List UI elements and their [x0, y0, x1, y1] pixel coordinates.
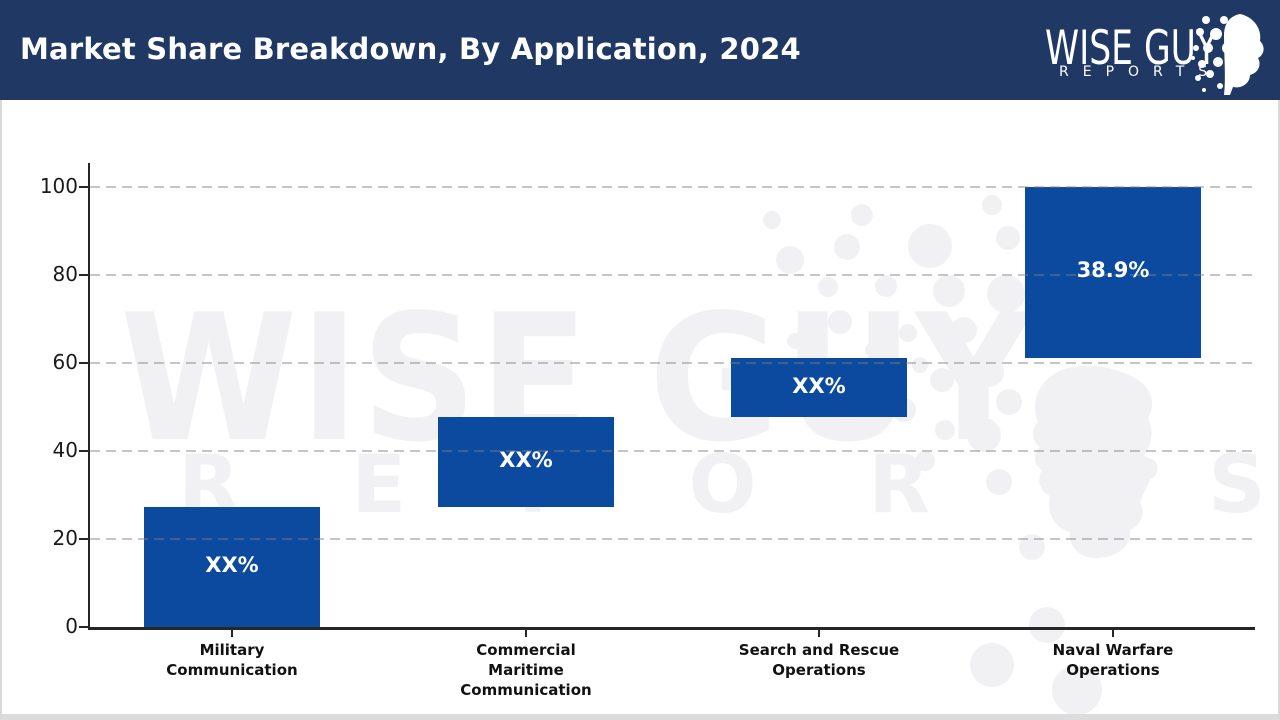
y-axis-tick-mark: [79, 449, 90, 452]
bar-naval-warfare-operations: [1025, 186, 1201, 359]
x-axis-tick-mark: [525, 627, 527, 637]
bar-value-label: XX%: [499, 448, 553, 473]
x-axis-tick-mark: [231, 627, 233, 637]
y-axis-tick-label: 40: [52, 437, 78, 462]
y-axis-tick-label: 20: [52, 525, 78, 550]
face-dots-icon: [1191, 14, 1264, 95]
logo-wordmark: WISE GUY: [1045, 20, 1218, 76]
gridline-80: [90, 273, 1255, 276]
y-axis-tick-mark: [79, 185, 90, 188]
x-axis-line: [88, 627, 1255, 630]
bar-military-communication: [144, 507, 320, 627]
logo-subtext: REPORTS: [1059, 64, 1222, 80]
watermark-face-dots-icon: [763, 195, 1158, 714]
chart-canvas: WISE GUY R E P O R T S 0 20 40 60 80 100 XX% Mi…: [0, 100, 1280, 720]
y-axis-tick-mark: [79, 273, 90, 276]
y-axis-tick-label: 0: [65, 614, 78, 638]
bar-value-label: XX%: [792, 373, 846, 398]
x-axis-category-label: Commercial Maritime Communication: [460, 641, 592, 699]
bar-value-label: 38.9%: [1076, 258, 1150, 283]
y-axis-tick-label: 100: [39, 173, 78, 198]
x-axis-category-label: Search and Rescue Operations: [738, 641, 900, 679]
wise-guy-reports-logo: WISE GUY REPORTS: [1003, 6, 1268, 95]
y-axis-tick-mark: [79, 537, 90, 540]
gridline-20: [90, 537, 1255, 540]
gridline-40: [90, 449, 1255, 452]
bar-value-label: XX%: [205, 553, 259, 578]
y-axis-tick-mark: [79, 361, 90, 364]
x-axis-category-label: Military Communication: [166, 641, 298, 679]
header-banner: Market Share Breakdown, By Application, …: [0, 0, 1280, 100]
y-axis-tick-label: 80: [52, 261, 78, 286]
y-axis-tick-mark: [79, 626, 90, 628]
gridline-100: [90, 185, 1255, 188]
bar-search-and-rescue-operations: [731, 358, 907, 418]
y-axis-tick-label: 60: [52, 349, 78, 374]
page-title: Market Share Breakdown, By Application, …: [20, 32, 801, 66]
gridline-60: [90, 361, 1255, 364]
x-axis-tick-mark: [818, 627, 820, 637]
x-axis-tick-mark: [1112, 627, 1114, 637]
bar-commercial-maritime-communication: [438, 417, 614, 508]
x-axis-category-label: Naval Warfare Operations: [1052, 641, 1174, 679]
y-axis-line: [88, 163, 90, 629]
